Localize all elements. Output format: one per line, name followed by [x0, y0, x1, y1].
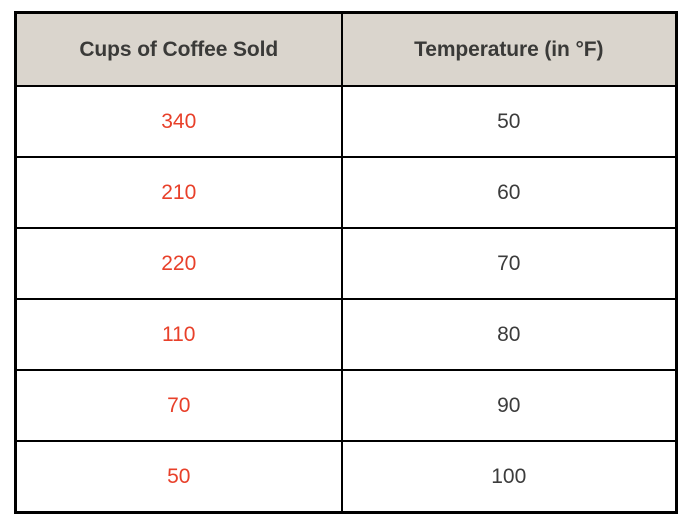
- table-row: 50 100: [14, 440, 678, 514]
- coffee-temperature-table: Cups of Coffee Sold Temperature (in °F) …: [14, 11, 678, 514]
- table-row: 210 60: [14, 156, 678, 229]
- table-row: 340 50: [14, 85, 678, 158]
- cell-temperature: 70: [340, 227, 678, 300]
- cell-temperature: 50: [340, 85, 678, 158]
- cell-cups-sold: 110: [14, 298, 343, 371]
- table-row: 110 80: [14, 298, 678, 371]
- table-row: 220 70: [14, 227, 678, 300]
- column-header-cups: Cups of Coffee Sold: [14, 11, 343, 87]
- cell-cups-sold: 50: [14, 440, 343, 514]
- cell-temperature: 60: [340, 156, 678, 229]
- column-header-temperature: Temperature (in °F): [340, 11, 678, 87]
- cell-cups-sold: 210: [14, 156, 343, 229]
- table-row: 70 90: [14, 369, 678, 442]
- cell-cups-sold: 70: [14, 369, 343, 442]
- table-header-row: Cups of Coffee Sold Temperature (in °F): [14, 11, 678, 87]
- table-header: Cups of Coffee Sold Temperature (in °F): [14, 11, 678, 87]
- cell-cups-sold: 340: [14, 85, 343, 158]
- cell-cups-sold: 220: [14, 227, 343, 300]
- table-body: 340 50 210 60 220 70 110 80 70 90 50 100: [14, 85, 678, 514]
- cell-temperature: 100: [340, 440, 678, 514]
- cell-temperature: 90: [340, 369, 678, 442]
- cell-temperature: 80: [340, 298, 678, 371]
